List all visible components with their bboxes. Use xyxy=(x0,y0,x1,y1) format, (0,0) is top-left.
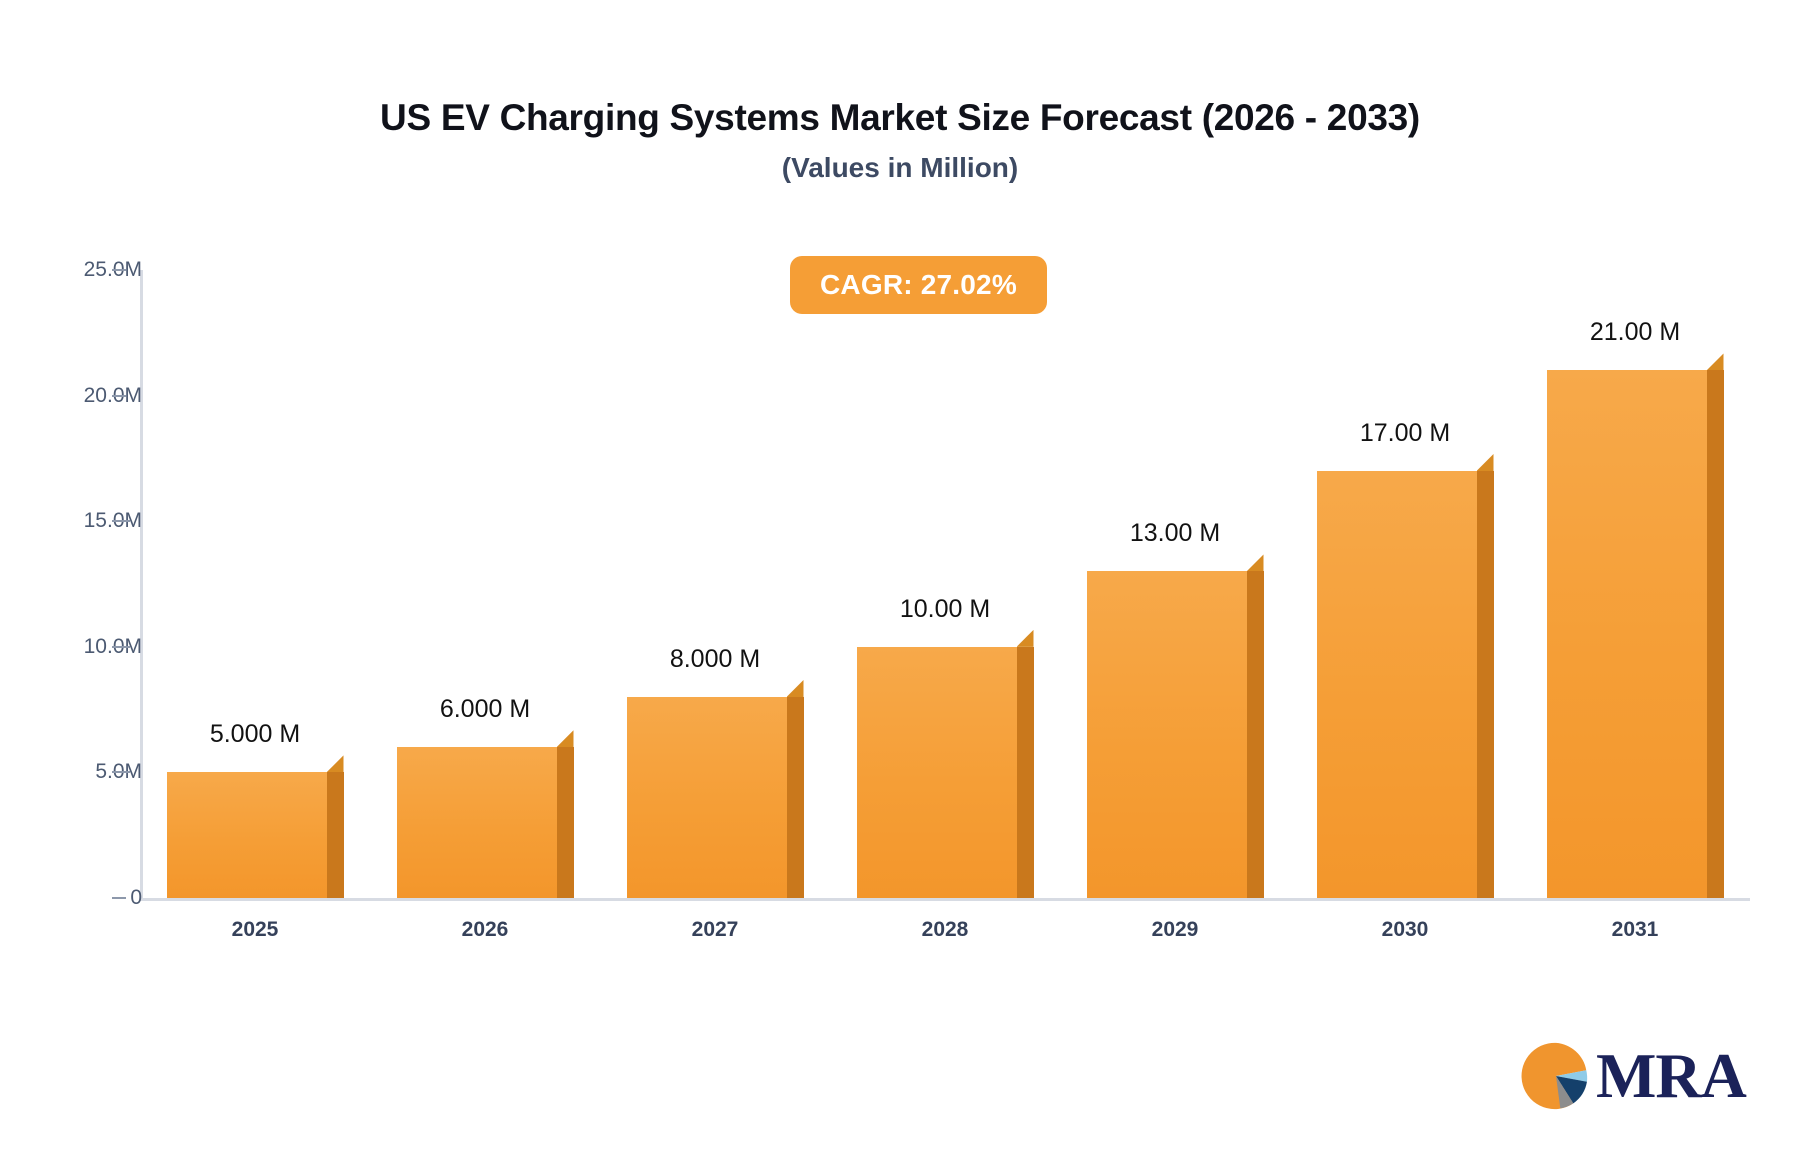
mra-logo: MRA xyxy=(1520,1040,1747,1112)
y-axis-tick-mark xyxy=(112,269,126,271)
bar-2025[interactable] xyxy=(166,270,344,898)
x-axis-tick-label: 2028 xyxy=(921,918,969,941)
y-axis-line xyxy=(140,270,143,898)
chart-subtitle: (Values in Million) xyxy=(781,151,1019,183)
bar-2031[interactable] xyxy=(1546,270,1724,898)
bar-value-label: 17.00 M xyxy=(1359,418,1451,447)
y-axis-tick-label: 0 xyxy=(130,886,142,909)
bar-value-label: 6.000 M xyxy=(439,695,531,724)
bar-value-label: 10.00 M xyxy=(899,594,991,623)
bar-side-face xyxy=(1706,370,1724,898)
chart-header: US EV Charging Systems Market Size Forec… xyxy=(0,0,1800,183)
bar-series: 5.000 M 6.000 M 8.000 M 10.00 M 13.00 M 17.00… xyxy=(140,270,1750,898)
bar-top-face xyxy=(1016,629,1034,647)
bar-front-face xyxy=(1086,571,1247,898)
bar-2028[interactable] xyxy=(856,270,1034,898)
bar-value-label: 21.00 M xyxy=(1589,318,1681,347)
bar-front-face xyxy=(1546,370,1707,898)
bar-side-face xyxy=(1016,646,1034,898)
cagr-badge: CAGR: 27.02% xyxy=(790,256,1047,314)
bar-front-face xyxy=(626,697,787,898)
y-axis-tick-mark xyxy=(112,897,126,899)
bar-side-face xyxy=(556,747,574,898)
bar-value-label: 8.000 M xyxy=(669,645,761,674)
y-axis-tick-mark xyxy=(112,645,130,648)
bar-top-face xyxy=(556,730,574,748)
bar-front-face xyxy=(396,747,557,898)
bar-side-face xyxy=(326,772,344,898)
bar-2029[interactable] xyxy=(1086,270,1264,898)
bar-2026[interactable] xyxy=(396,270,574,898)
bar-top-face xyxy=(326,755,344,773)
chart-title: US EV Charging Systems Market Size Forec… xyxy=(380,97,1420,138)
x-axis-tick-label: 2029 xyxy=(1151,918,1199,941)
bar-value-label: 13.00 M xyxy=(1129,519,1221,548)
plot-area: 0 5.0M 10.0M 15.0M 20.0M 25.0M 5.000 M 6.000 M… xyxy=(0,258,1800,941)
bar-2030[interactable] xyxy=(1316,270,1494,898)
bar-side-face xyxy=(1246,571,1264,898)
bar-top-face xyxy=(786,680,804,698)
y-axis-tick-mark xyxy=(112,394,126,397)
logo-text: MRA xyxy=(1596,1040,1747,1111)
x-axis-tick-label: 2031 xyxy=(1611,918,1659,941)
x-axis-line xyxy=(140,898,1750,901)
bar-front-face xyxy=(1316,470,1477,898)
bar-top-face xyxy=(1246,554,1264,572)
y-axis-tick-mark xyxy=(112,771,130,774)
bar-side-face xyxy=(1476,470,1494,898)
pie-chart-logo-mark xyxy=(1521,1042,1588,1110)
bar-2027[interactable] xyxy=(626,270,804,898)
bar-front-face xyxy=(166,772,327,898)
bar-top-face xyxy=(1706,353,1724,371)
y-axis-tick-mark xyxy=(112,520,130,523)
bar-front-face xyxy=(856,646,1017,898)
x-axis-tick-label: 2027 xyxy=(691,918,739,941)
x-axis-tick-label: 2025 xyxy=(231,918,279,941)
x-axis-tick-label: 2030 xyxy=(1381,918,1429,941)
bar-value-label: 5.000 M xyxy=(209,720,301,749)
bar-side-face xyxy=(786,697,804,898)
x-axis-tick-label: 2026 xyxy=(461,918,509,941)
bar-top-face xyxy=(1476,453,1494,471)
